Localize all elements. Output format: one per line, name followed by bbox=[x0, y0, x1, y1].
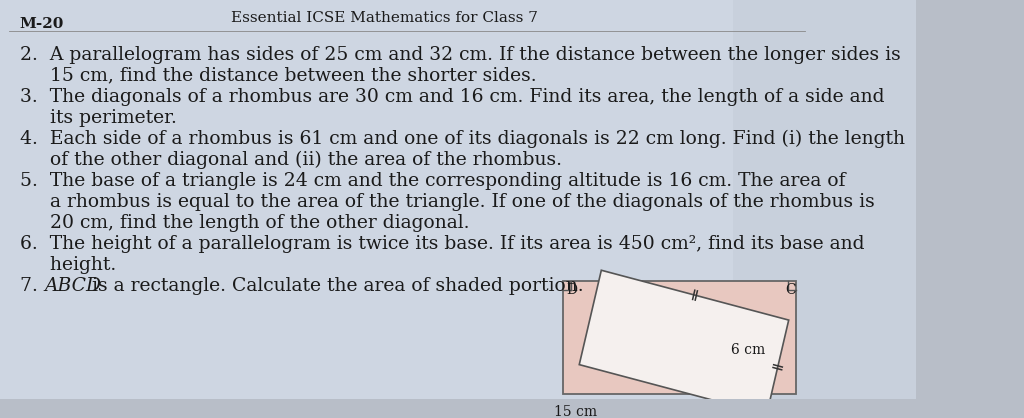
Text: 3.  The diagonals of a rhombus are 30 cm and 16 cm. Find its area, the length of: 3. The diagonals of a rhombus are 30 cm … bbox=[19, 88, 884, 106]
Text: 20 cm, find the length of the other diagonal.: 20 cm, find the length of the other diag… bbox=[19, 214, 469, 232]
FancyBboxPatch shape bbox=[0, 0, 915, 399]
Text: D: D bbox=[566, 283, 577, 297]
Bar bbox=[563, 281, 796, 394]
FancyBboxPatch shape bbox=[0, 0, 733, 399]
Text: height.: height. bbox=[19, 255, 116, 273]
Text: 7.: 7. bbox=[19, 277, 49, 295]
Text: Essential ICSE Mathematics for Class 7: Essential ICSE Mathematics for Class 7 bbox=[231, 11, 538, 25]
Text: 6 cm: 6 cm bbox=[731, 343, 766, 357]
Text: 5.  The base of a triangle is 24 cm and the corresponding altitude is 16 cm. The: 5. The base of a triangle is 24 cm and t… bbox=[19, 172, 845, 190]
Text: 2.  A parallelogram has sides of 25 cm and 32 cm. If the distance between the lo: 2. A parallelogram has sides of 25 cm an… bbox=[19, 46, 900, 64]
Text: M-20: M-20 bbox=[19, 17, 65, 31]
Polygon shape bbox=[580, 270, 788, 415]
Text: 4.  Each side of a rhombus is 61 cm and one of its diagonals is 22 cm long. Find: 4. Each side of a rhombus is 61 cm and o… bbox=[19, 130, 904, 148]
Text: ABCD: ABCD bbox=[45, 277, 101, 295]
Text: 15 cm, find the distance between the shorter sides.: 15 cm, find the distance between the sho… bbox=[19, 67, 537, 85]
Text: 15 cm: 15 cm bbox=[554, 405, 597, 418]
Text: C: C bbox=[785, 283, 796, 297]
Text: of the other diagonal and (ii) the area of the rhombus.: of the other diagonal and (ii) the area … bbox=[19, 150, 562, 169]
Text: its perimeter.: its perimeter. bbox=[19, 109, 176, 127]
Text: is a rectangle. Calculate the area of shaded portion.: is a rectangle. Calculate the area of sh… bbox=[86, 277, 584, 295]
Text: 6.  The height of a parallelogram is twice its base. If its area is 450 cm², fin: 6. The height of a parallelogram is twic… bbox=[19, 234, 864, 252]
Text: a rhombus is equal to the area of the triangle. If one of the diagonals of the r: a rhombus is equal to the area of the tr… bbox=[19, 193, 874, 211]
